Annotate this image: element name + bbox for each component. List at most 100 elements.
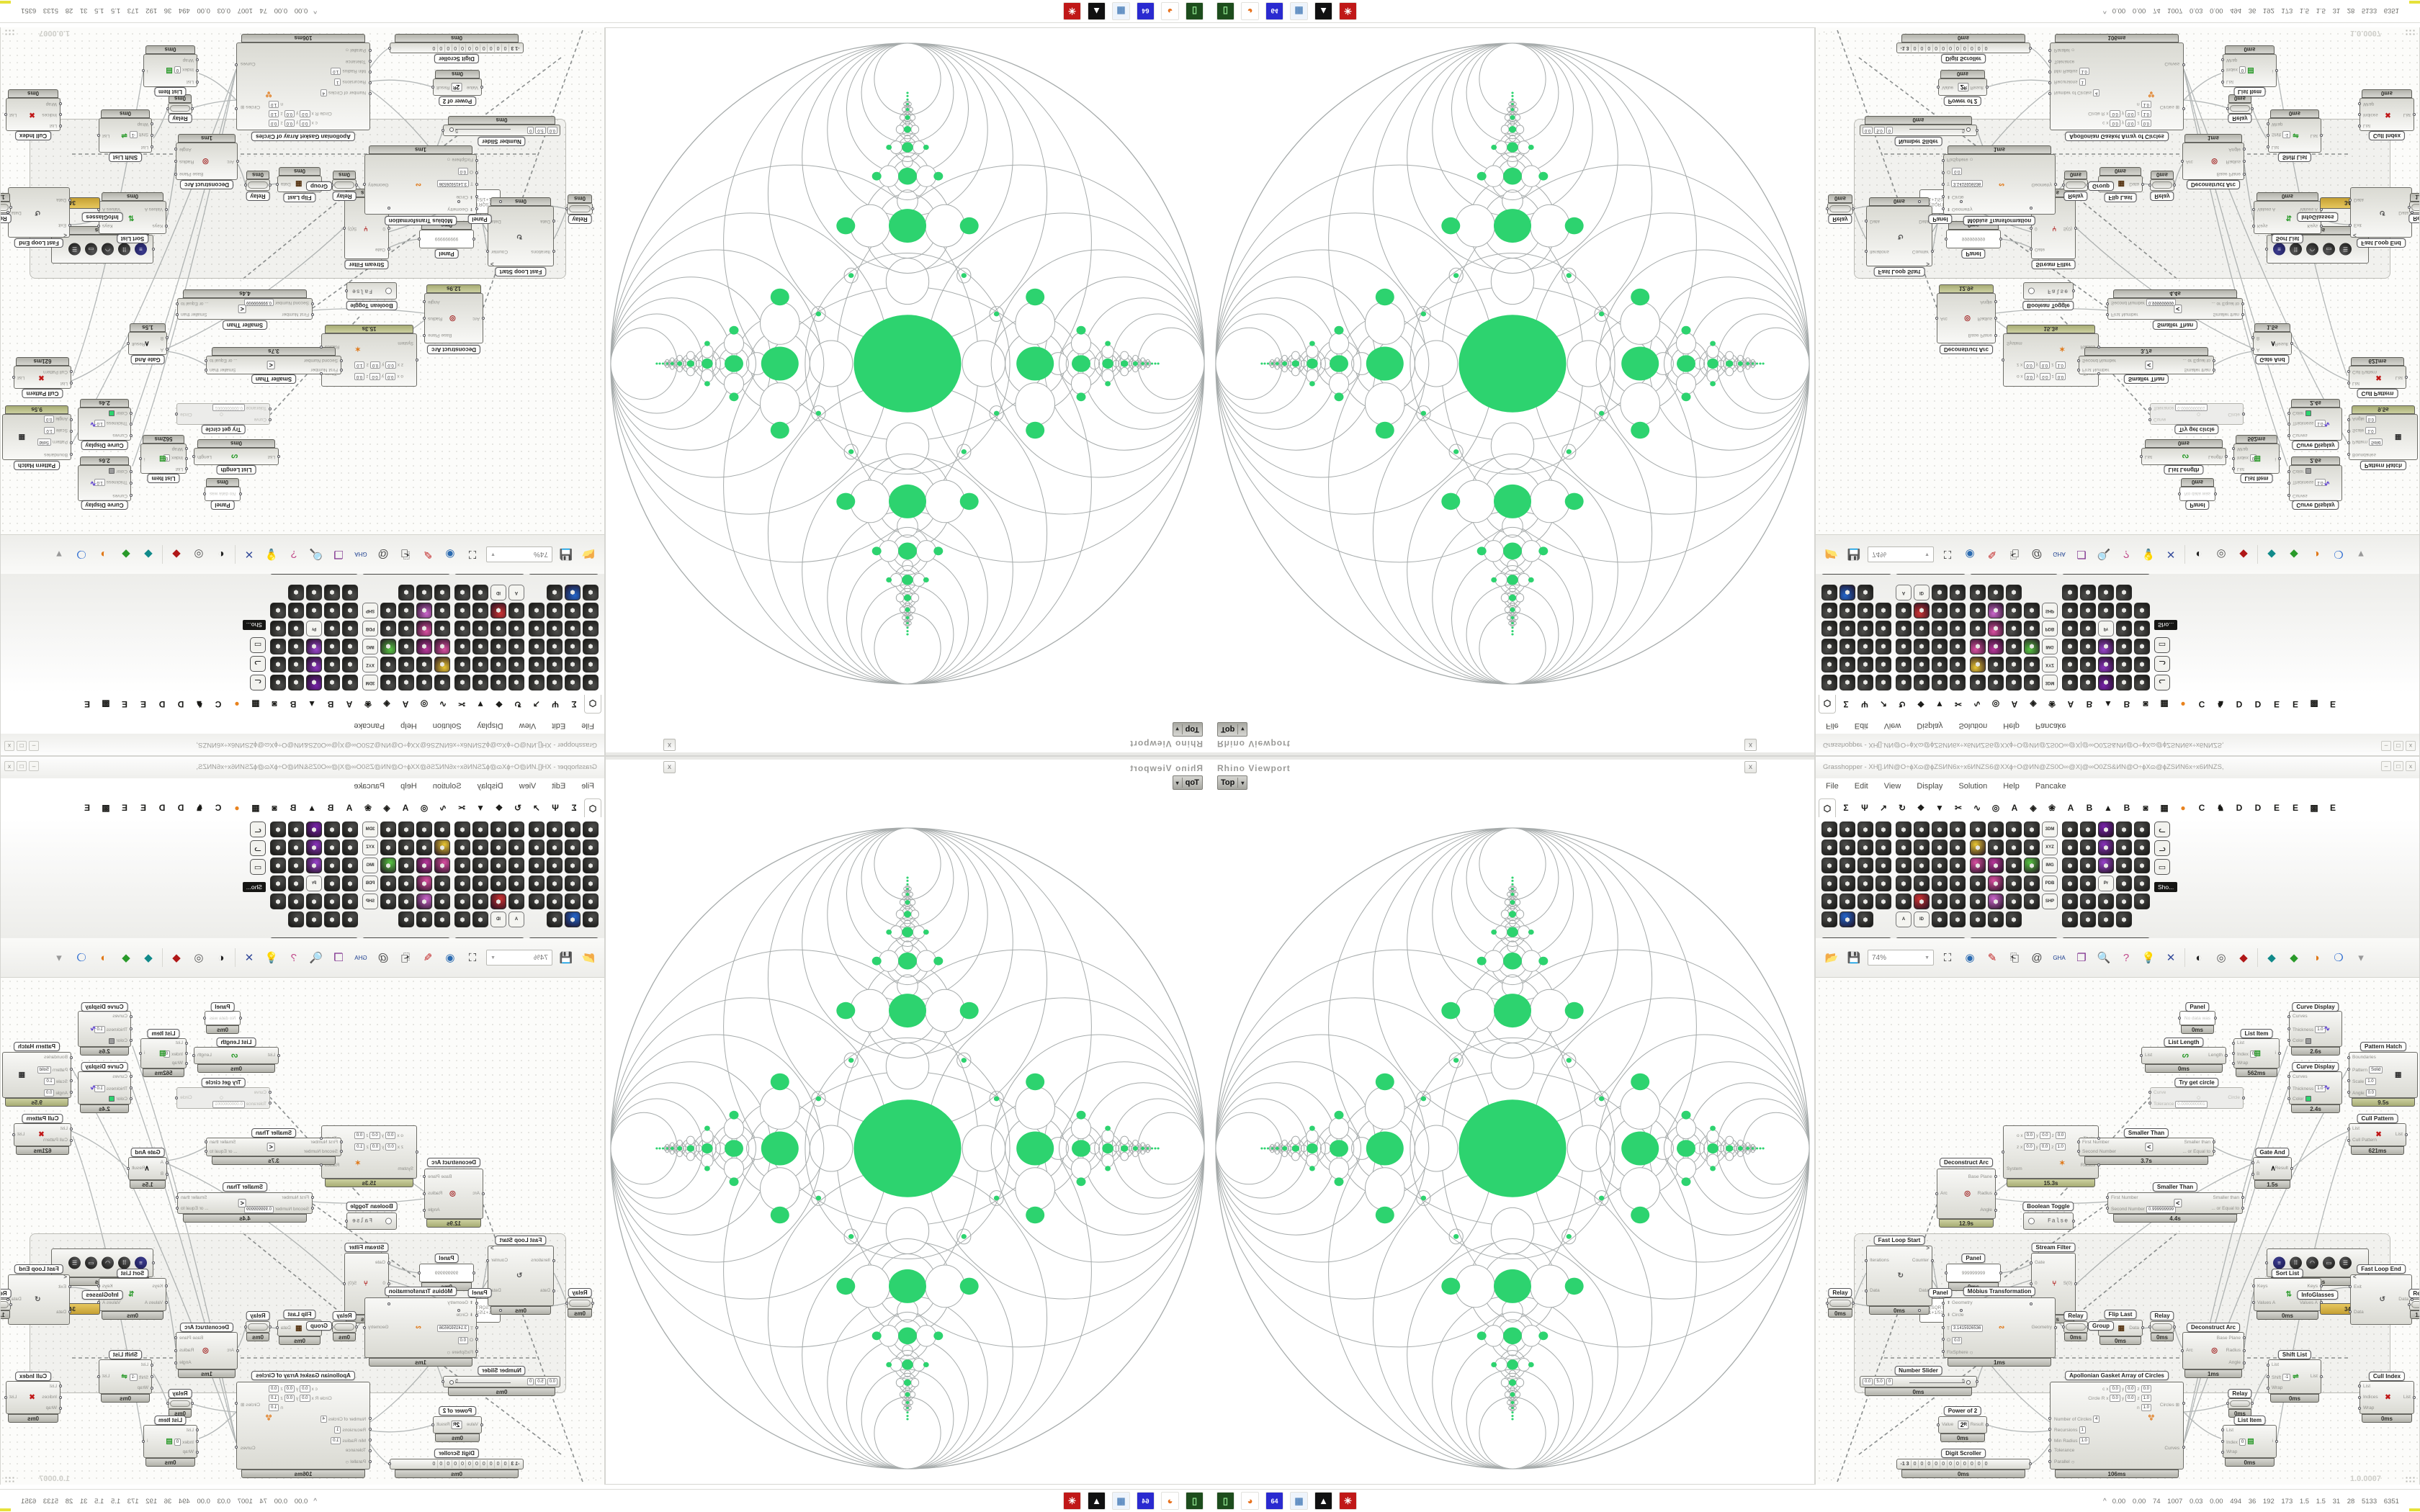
component-icon[interactable]: ⬢ [454, 603, 470, 618]
port-dot[interactable] [2241, 1196, 2244, 1199]
balloon-blue-icon[interactable]: ❍ [2334, 548, 2344, 560]
value-chip[interactable]: Solid [2368, 438, 2383, 446]
ribbon-tab-22[interactable]: D [177, 803, 184, 813]
component-icon[interactable]: ⬢ [1970, 657, 1986, 672]
component-icon[interactable]: ⬢ [398, 603, 414, 618]
component-icon[interactable]: ⬢ [472, 822, 488, 837]
component-icon[interactable]: ⬢ [529, 858, 544, 873]
port-dot[interactable] [1941, 171, 1945, 174]
slider-knob[interactable] [1966, 127, 1971, 132]
component-icon[interactable]: ⬢ [1970, 603, 1986, 618]
component-icon[interactable]: ⬢ [2116, 894, 2132, 909]
ribbon-tab-11[interactable]: ◈ [2030, 803, 2037, 813]
value-chip[interactable]: 1.0 [2055, 361, 2066, 369]
component-icon[interactable]: ⬢ [2080, 840, 2096, 855]
ribbon-tab-7[interactable]: ✂ [457, 699, 466, 709]
component-icon[interactable]: ⬢ [583, 876, 599, 891]
component-icon[interactable]: ⬢ [2080, 585, 2096, 600]
port-dot[interactable] [2287, 1014, 2290, 1018]
balloon-blue-icon[interactable]: ❍ [76, 548, 86, 560]
help-box-icon[interactable]: ? [2123, 951, 2130, 964]
component-icon[interactable]: ⬢ [490, 675, 506, 690]
component-icon[interactable]: ⬢ [270, 858, 286, 873]
component-icon[interactable]: SHP [2042, 894, 2058, 909]
viewport-canvas-fractal[interactable] [1210, 757, 1815, 1485]
menu-edit[interactable]: Edit [1854, 782, 1868, 791]
port-dot[interactable] [2404, 1133, 2408, 1136]
menu-pancake[interactable]: Pancake [2035, 721, 2066, 730]
gh-canvas-menu-dots[interactable]: · · · [1823, 1476, 1842, 1484]
component-icon[interactable]: ⬢ [2098, 894, 2114, 909]
list-item-a-node[interactable]: List Index 0 Wrap i ▤ [2233, 444, 2280, 474]
component-icon[interactable]: ⬢ [380, 639, 396, 654]
firefox-icon[interactable]: ◕ [1241, 1492, 1259, 1510]
port-dot[interactable] [196, 80, 200, 84]
close-button[interactable]: x [2406, 741, 2416, 751]
port-dot[interactable] [2319, 225, 2323, 228]
component-icon[interactable]: ⬢ [1857, 822, 1873, 837]
ribbon-tab-27[interactable]: E [84, 699, 91, 709]
component-icon[interactable]: ⬢ [529, 894, 544, 909]
component-icon[interactable]: ⬢ [1839, 822, 1855, 837]
close-button[interactable]: x [2406, 761, 2416, 771]
component-icon[interactable]: ⬢ [2024, 621, 2040, 636]
component-icon[interactable]: ⬢ [306, 585, 322, 600]
balloon-blue-icon[interactable]: ❍ [2334, 952, 2344, 964]
ribbon-tab-0[interactable]: ⬡ [1819, 798, 1836, 817]
power-of-2-node[interactable]: Value Result 2ᴿ [1938, 78, 1987, 96]
mobius-node[interactable]: ⬆ Geometry ⬇ Circle T 3.1415926536 O 0.0 FixSphe… [1943, 1297, 2056, 1358]
value-chip[interactable]: 1.0 [2141, 110, 2151, 117]
port-dot[interactable] [185, 1051, 189, 1055]
value-chip[interactable]: 5.0 [1874, 127, 1885, 134]
component-icon[interactable]: ⬢ [270, 639, 286, 654]
menu-edit[interactable]: Edit [552, 782, 566, 791]
component-icon[interactable]: ⬢ [1950, 639, 1966, 654]
lightbulb-icon[interactable]: 💡 [264, 548, 279, 560]
gh-radial-menu-icon[interactable] [5, 1476, 15, 1484]
value-chip[interactable]: 0.0 [385, 1132, 396, 1139]
component-icon[interactable]: ⬢ [2116, 603, 2132, 618]
component-icon[interactable]: ⬢ [454, 621, 470, 636]
component-icon[interactable]: ⬢ [547, 858, 563, 873]
component-icon[interactable]: ⬢ [288, 840, 304, 855]
component-icon[interactable]: PDB [362, 876, 378, 891]
value-chip[interactable]: 0.0 [457, 1336, 468, 1344]
component-icon[interactable]: ⬢ [1839, 603, 1855, 618]
component-icon[interactable]: ⬢ [490, 621, 506, 636]
component-icon[interactable]: ⬢ [1876, 876, 1891, 891]
ribbon-tab-18[interactable]: ▦ [251, 803, 260, 813]
pattern-hatch-node[interactable]: Boundaries Pattern Solid Scale 1.0 Angle 0.0 ▦ [2, 1052, 71, 1098]
mobius-node[interactable]: ⬆ Geometry ⬇ Circle T 3.1415926536 O 0.0 FixSphe… [364, 154, 477, 215]
component-icon[interactable]: ⬢ [1876, 675, 1891, 690]
port-dot[interactable] [70, 382, 73, 385]
component-icon[interactable]: ⬢ [324, 603, 340, 618]
component-icon[interactable]: ⬢ [270, 603, 286, 618]
component-icon[interactable]: ⬢ [1857, 675, 1873, 690]
component-icon[interactable]: ⬢ [416, 876, 432, 891]
ribbon-tab-11[interactable]: ◈ [383, 803, 390, 813]
gh-titlebar[interactable]: Grasshopper - XH[].ИN@O÷ɸXɷ@ɸZSИN6x÷x6ИN… [1, 734, 604, 755]
mail-at-icon[interactable]: @ [377, 548, 389, 561]
viewport-canvas-fractal[interactable] [1210, 27, 1815, 755]
value-chip[interactable]: 0.0 [369, 361, 381, 369]
component-icon[interactable]: ⬢ [270, 657, 286, 672]
component-icon[interactable]: ⬢ [2080, 912, 2096, 927]
save-file-icon[interactable]: 💾 [1847, 548, 1861, 560]
component-icon[interactable]: ⬢ [1932, 639, 1948, 654]
port-dot[interactable] [196, 1450, 200, 1454]
component-icon[interactable]: ⬢ [1876, 822, 1891, 837]
menu-pancake[interactable]: Pancake [2035, 782, 2066, 791]
port-dot[interactable] [2097, 346, 2100, 348]
port-dot[interactable] [2182, 1402, 2185, 1405]
port-dot[interactable] [2231, 1061, 2235, 1065]
value-chip[interactable]: 1.0 [2315, 1026, 2326, 1033]
port-dot[interactable] [2220, 58, 2224, 62]
ribbon-tab-26[interactable]: ▩ [102, 803, 110, 813]
boolean-toggle-node[interactable]: False [346, 282, 397, 300]
ribbon-tab-23[interactable]: D [2254, 699, 2262, 709]
component-icon[interactable]: ⬢ [1932, 603, 1948, 618]
component-icon[interactable]: ⬢ [434, 603, 450, 618]
component-icon[interactable]: ⬢ [1857, 912, 1873, 927]
value-chip[interactable]: 0.0000000001 [2175, 1100, 2208, 1108]
component-icon[interactable]: ⬢ [1932, 585, 1948, 600]
